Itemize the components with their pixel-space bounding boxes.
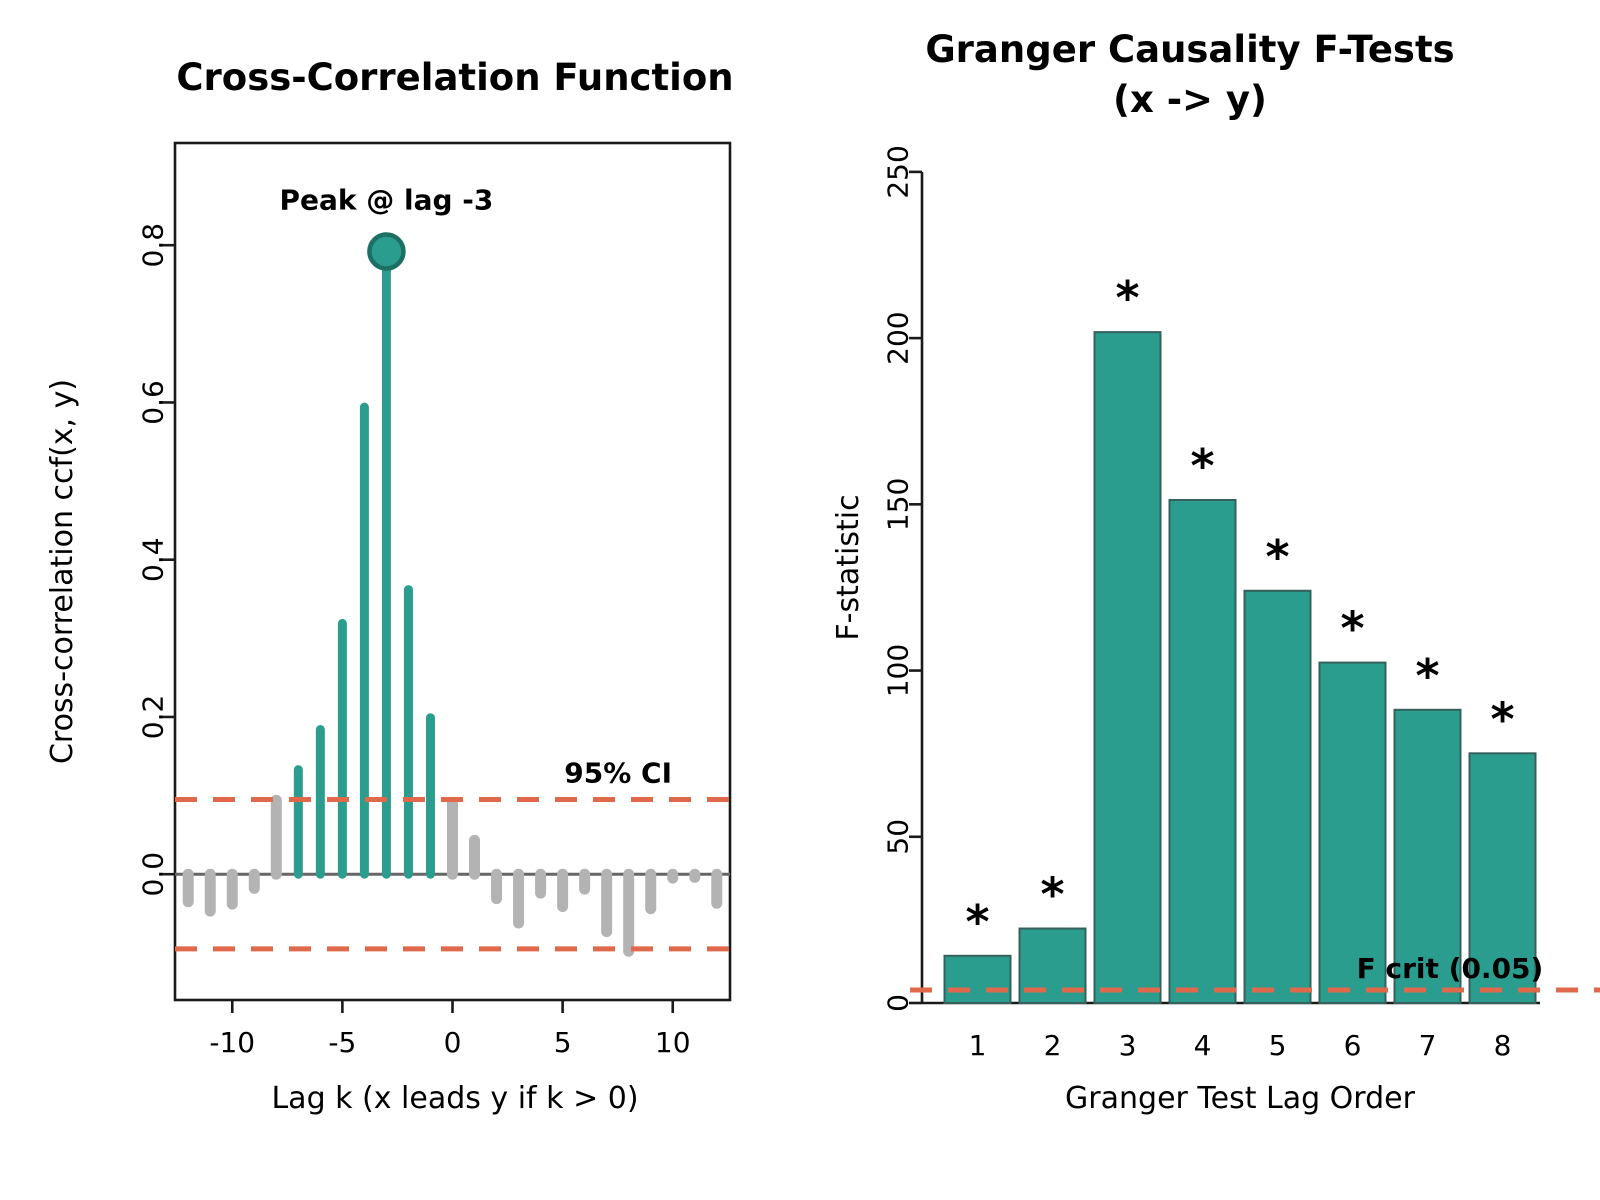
granger-y-tick-label: 250 [882,145,915,198]
granger-bars: * 1 * 2 * 3 * 4 * 5 * 6 * 7 * 8 [943,271,1537,1062]
ccf-x-tick-label: -10 [209,1026,255,1059]
granger-y-tick-label: 100 [882,644,915,697]
granger-y-tick-label: 0 [882,994,915,1012]
granger-chart: Granger Causality F-Tests (x -> y) 0 50 100 1… [831,28,1600,1116]
granger-fcrit-label: F crit (0.05) [1357,952,1544,985]
granger-bar [1468,752,1537,1005]
ccf-peak-marker [367,232,406,271]
ccf-y-tick-label: 0.0 [137,852,170,897]
ccf-peak-annotation: Peak @ lag -3 [279,184,493,217]
ccf-title: Cross-Correlation Function [176,56,733,99]
granger-significance-marker: * [1415,649,1439,703]
granger-bar [1168,499,1237,1004]
ccf-x-tick-label: 10 [655,1026,691,1059]
ccf-y-tick-label: 0.8 [137,223,170,268]
granger-y-tick-label: 200 [882,311,915,364]
granger-x-tick-label: 1 [969,1029,987,1062]
granger-x-tick-label: 4 [1194,1029,1212,1062]
granger-significance-marker: * [1115,271,1139,325]
granger-bar [1093,331,1162,1004]
granger-significance-marker: * [1040,868,1064,922]
granger-x-tick-label: 5 [1269,1029,1287,1062]
granger-y-axis-label: F-statistic [831,494,866,640]
ccf-y-tick-label: 0.6 [137,380,170,425]
granger-y-axis: 0 50 100 150 200 250 [882,145,922,1012]
granger-x-tick-label: 8 [1494,1029,1512,1062]
ccf-chart: Cross-Correlation Function0.00.20.40.60.… [45,56,734,1116]
granger-bar [1393,708,1462,1005]
granger-x-tick-label: 2 [1044,1029,1062,1062]
ccf-x-axis-label: Lag k (x leads y if k > 0) [271,1081,638,1116]
granger-y-tick-label: 150 [882,478,915,531]
granger-bar [1318,661,1387,1004]
ccf-y-axis-label: Cross-correlation ccf(x, y) [45,379,80,764]
granger-panel: Granger Causality F-Tests (x -> y) 0 50 100 1… [800,0,1600,1200]
granger-y-tick-label: 50 [882,819,915,855]
ccf-x-tick-label: 5 [554,1026,572,1059]
granger-significance-marker: * [1190,439,1214,493]
granger-title-line1: Granger Causality F-Tests [925,28,1454,71]
granger-x-axis-label: Granger Test Lag Order [1065,1081,1416,1116]
ccf-y-tick-label: 0.2 [137,695,170,740]
granger-significance-marker: * [1490,692,1514,746]
ccf-stems [182,247,723,957]
ccf-y-axis: 0.0 0.2 0.4 0.6 0.8 [137,223,175,897]
ccf-y-tick-label: 0.4 [137,537,170,582]
granger-x-tick-label: 7 [1419,1029,1437,1062]
granger-significance-marker: * [965,895,989,949]
granger-significance-marker: * [1340,602,1364,656]
granger-bar [943,954,1012,1005]
granger-x-tick-label: 6 [1344,1029,1362,1062]
ccf-x-axis: -10 -5 0 5 10 [209,1000,691,1059]
granger-significance-marker: * [1265,530,1289,584]
ccf-x-tick-label: 0 [444,1026,462,1059]
granger-title-line2: (x -> y) [1113,78,1267,121]
granger-x-tick-label: 3 [1119,1029,1137,1062]
granger-bar [1243,589,1312,1004]
ccf-x-tick-label: -5 [328,1026,356,1059]
ccf-panel: Cross-Correlation Function 0.0 0.2 0.4 0.6 0.… [45,56,734,1116]
ccf-ci-label: 95% CI [564,757,672,790]
